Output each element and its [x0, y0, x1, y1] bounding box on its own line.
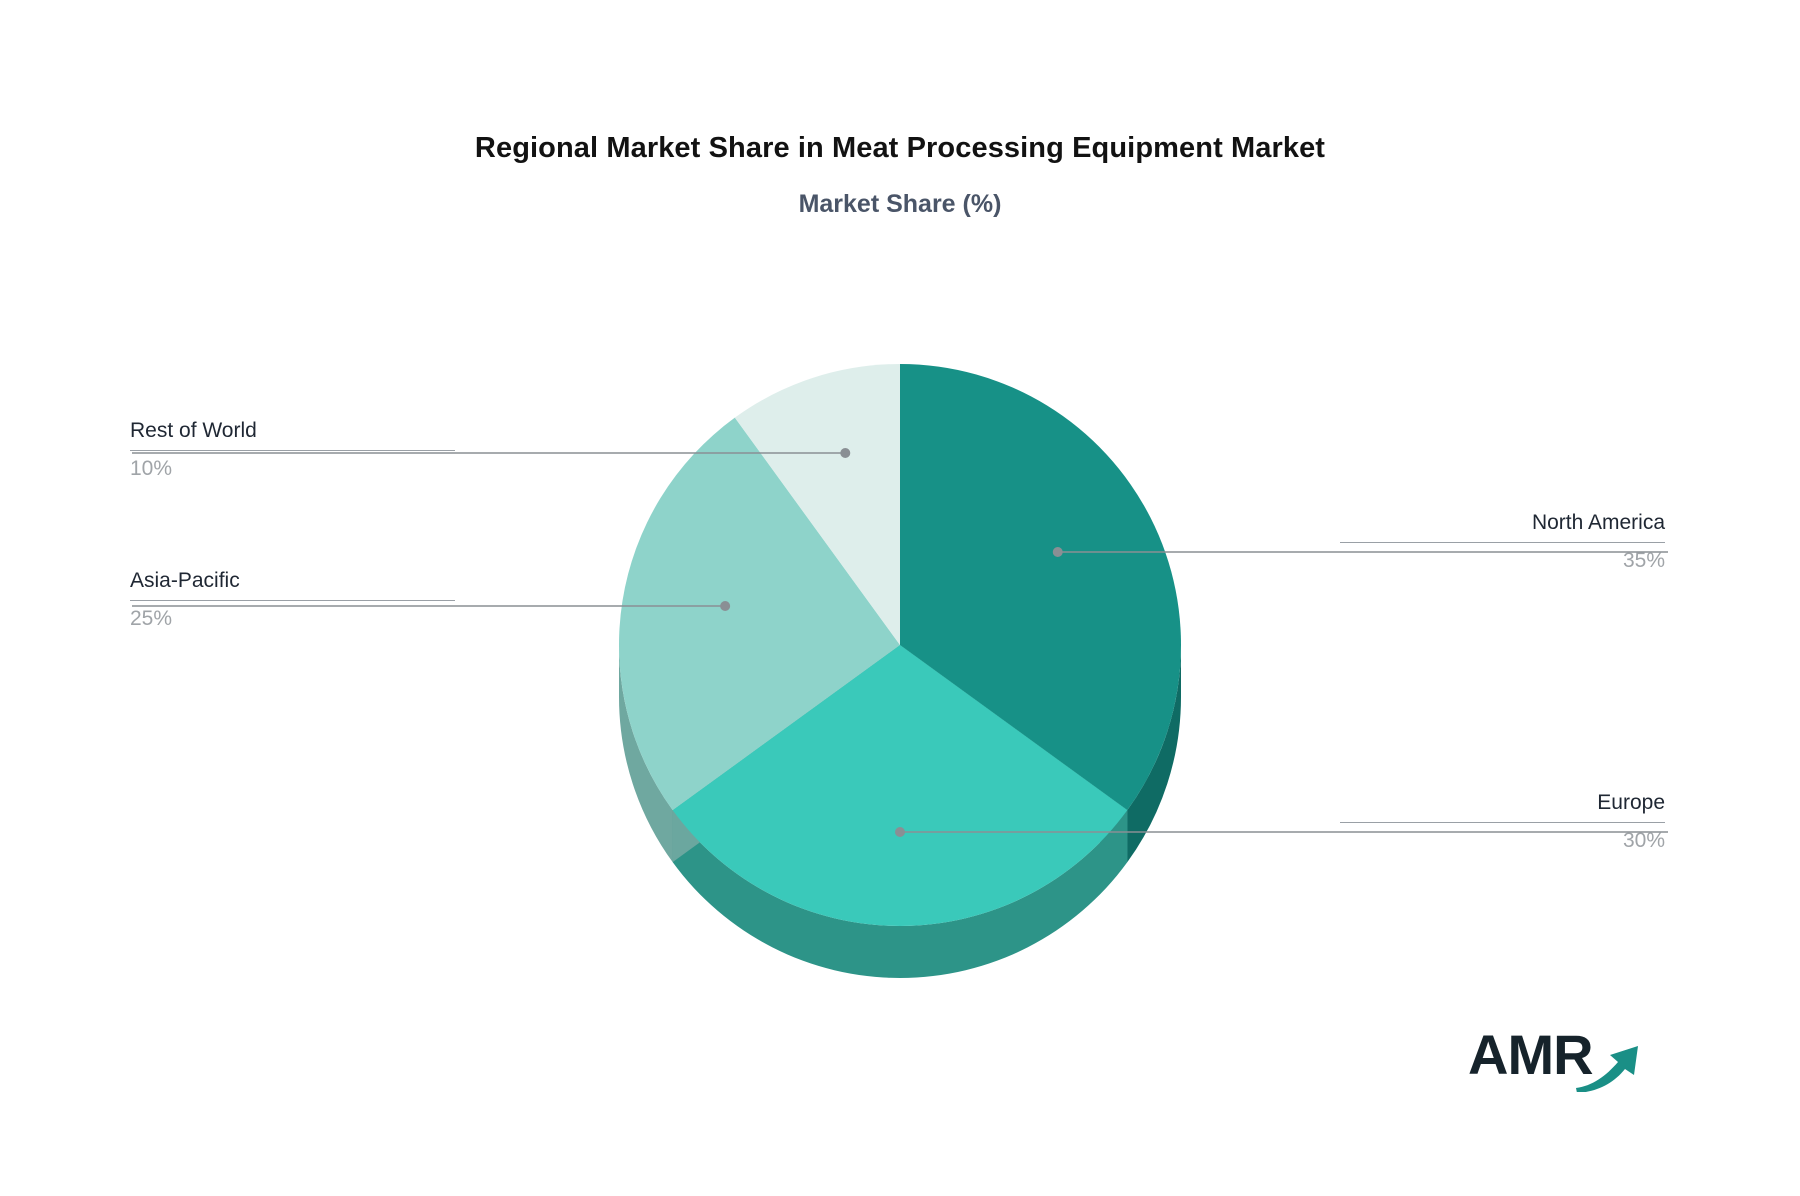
pie-slice-side-north-america [1127, 645, 1181, 863]
callout-asia-pacific[interactable]: Asia-Pacific 25% [130, 568, 455, 632]
callout-divider [130, 450, 455, 451]
leader-dot-north-america [1052, 547, 1063, 557]
callout-value-rest-of-world: 10% [130, 457, 173, 480]
pie-slice-side-europe [672, 810, 1128, 978]
leader-lines-group [132, 448, 1668, 837]
chart-subtitle: Market Share (%) [798, 190, 1002, 218]
callout-divider [1340, 542, 1665, 543]
pie-slice-asia-pacific [618, 417, 900, 811]
callout-label-north-america: North America [1531, 511, 1665, 534]
callout-value-asia-pacific: 25% [130, 607, 173, 630]
callout-label-europe: Europe [1597, 791, 1665, 814]
callout-value-north-america: 35% [1622, 549, 1665, 572]
pie-slices-group [618, 364, 1181, 978]
pie-slice-europe [672, 645, 1128, 927]
callout-divider [1340, 822, 1665, 823]
callout-europe[interactable]: Europe 30% [1340, 790, 1665, 854]
amr-arrow-icon [1576, 1046, 1638, 1092]
pie-slice-rest-of-world [734, 364, 900, 645]
leader-dot-europe [895, 827, 905, 837]
chart-title: Regional Market Share in Meat Processing… [474, 132, 1326, 164]
leader-dot-asia-pacific [720, 601, 731, 611]
pie-slice-north-america [900, 364, 1181, 811]
pie-slice-side-asia-pacific [619, 645, 673, 863]
callout-value-europe: 30% [1622, 829, 1665, 852]
callout-rest-of-world[interactable]: Rest of World 10% [130, 418, 455, 482]
callout-label-asia-pacific: Asia-Pacific [130, 569, 240, 592]
leader-dot-rest-of-world [840, 448, 851, 458]
amr-logo: AMR [1468, 1023, 1638, 1092]
callout-divider [130, 600, 455, 601]
amr-logo-text: AMR [1468, 1023, 1593, 1086]
callout-north-america[interactable]: North America 35% [1340, 510, 1665, 574]
callout-label-rest-of-world: Rest of World [130, 419, 257, 442]
